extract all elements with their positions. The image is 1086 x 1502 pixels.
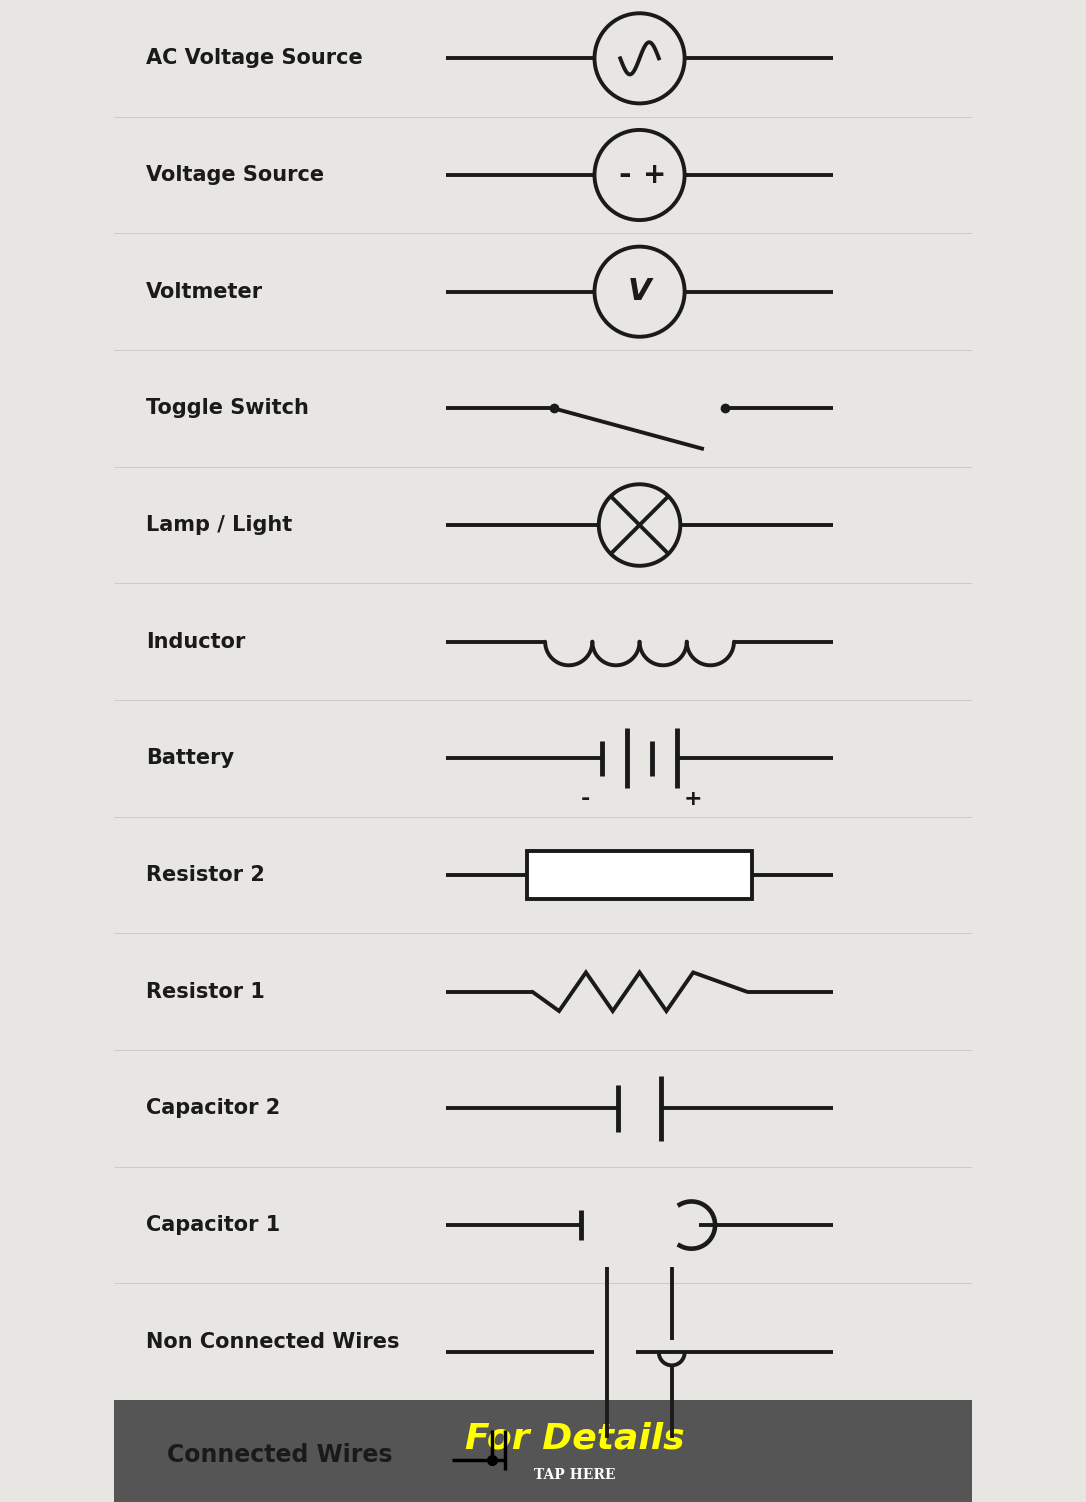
Text: Capacitor 1: Capacitor 1 bbox=[146, 1215, 280, 1235]
Text: V: V bbox=[628, 278, 652, 306]
Bar bbox=[114, 1400, 972, 1502]
Text: Resistor 2: Resistor 2 bbox=[146, 865, 265, 885]
Text: Toggle Switch: Toggle Switch bbox=[146, 398, 308, 419]
Text: Capacitor 2: Capacitor 2 bbox=[146, 1098, 280, 1119]
Text: +: + bbox=[643, 161, 667, 189]
Text: Battery: Battery bbox=[146, 748, 235, 769]
Text: -: - bbox=[618, 161, 631, 189]
Text: Inductor: Inductor bbox=[146, 632, 245, 652]
Text: For Details: For Details bbox=[466, 1421, 685, 1455]
Text: Non Connected Wires: Non Connected Wires bbox=[146, 1332, 400, 1352]
Text: TAP HERE: TAP HERE bbox=[534, 1467, 616, 1481]
Text: Resistor 1: Resistor 1 bbox=[146, 982, 265, 1002]
Text: Voltage Source: Voltage Source bbox=[146, 165, 324, 185]
Text: Lamp / Light: Lamp / Light bbox=[146, 515, 292, 535]
Text: Connected Wires: Connected Wires bbox=[167, 1443, 393, 1467]
Text: AC Voltage Source: AC Voltage Source bbox=[146, 48, 363, 68]
Text: +: + bbox=[684, 789, 703, 810]
Bar bbox=[527, 852, 753, 898]
Text: Voltmeter: Voltmeter bbox=[146, 282, 263, 302]
Text: -: - bbox=[581, 789, 591, 810]
